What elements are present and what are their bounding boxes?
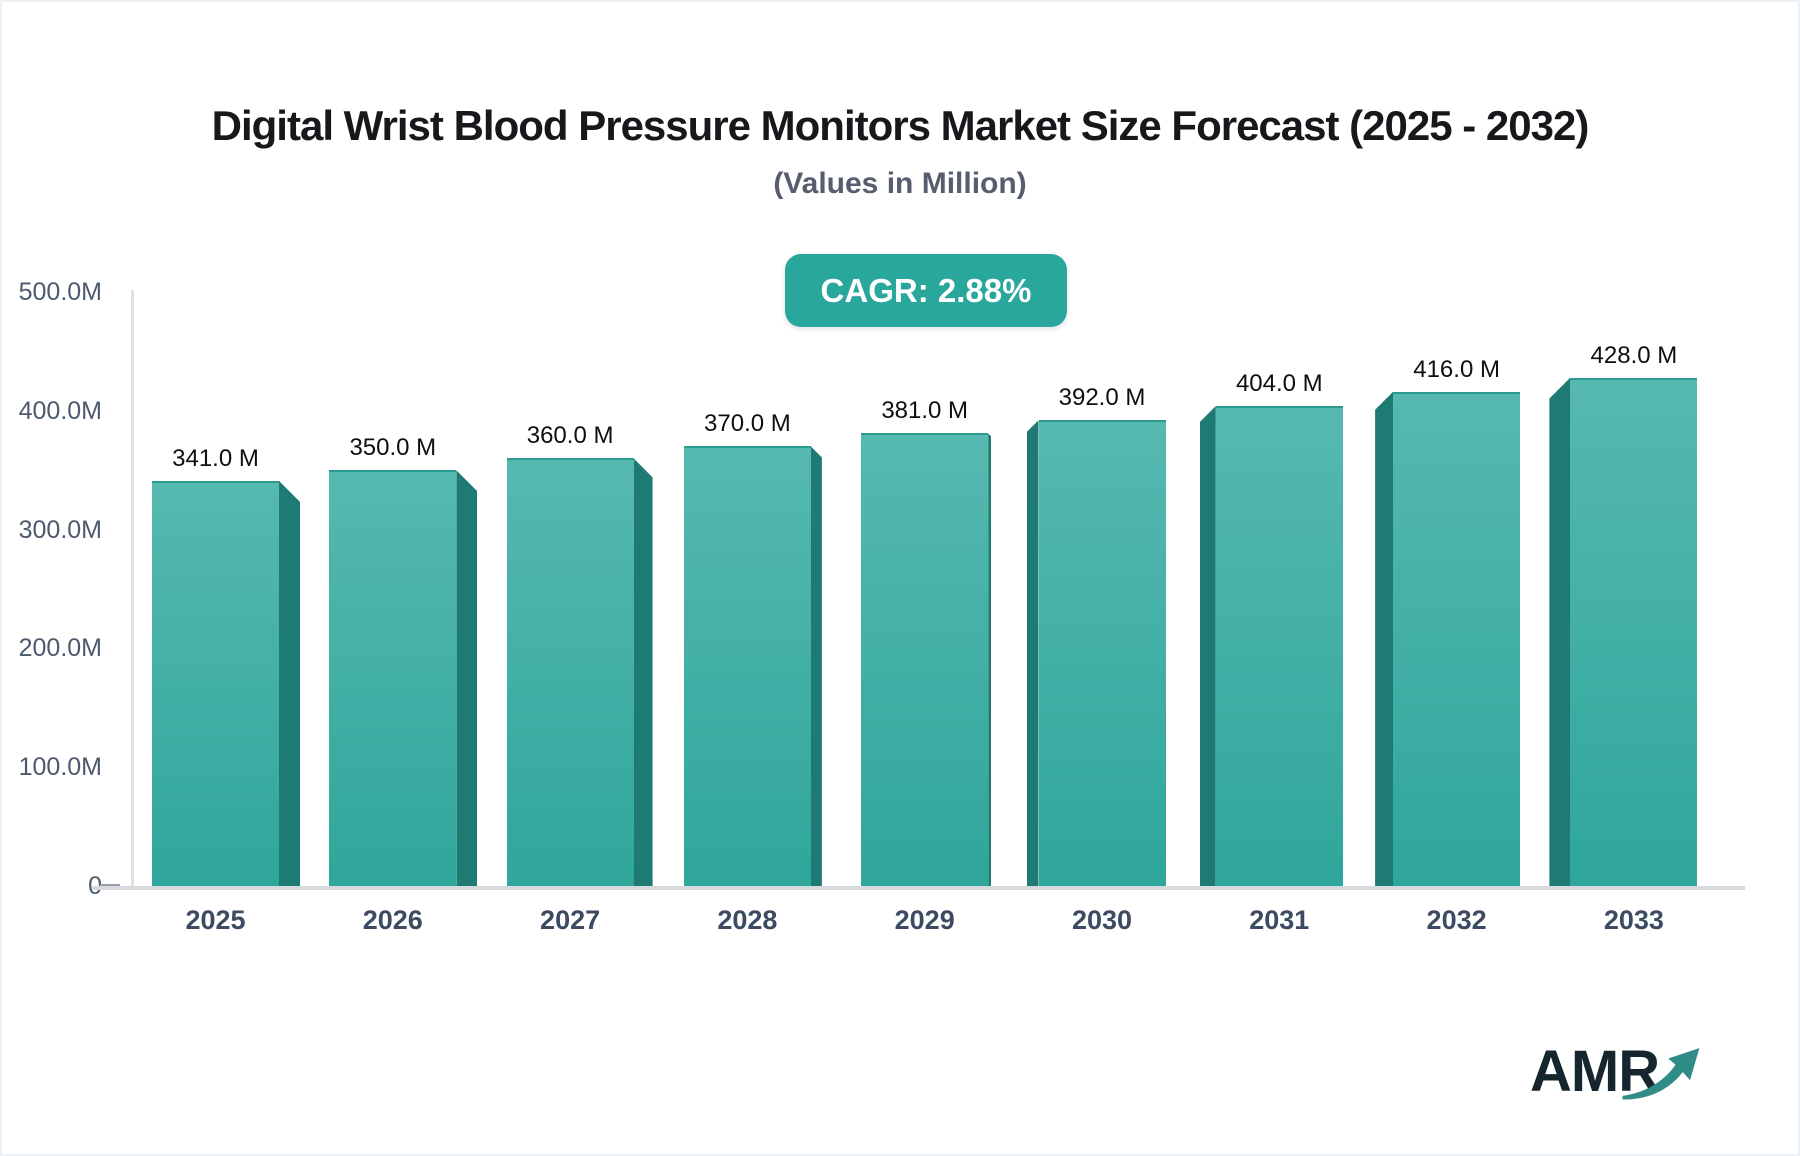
bar-value-label: 428.0 M [1590,341,1678,369]
x-axis-line [92,886,1745,890]
bar-2031 [1215,406,1343,886]
y-axis-tick-label: 100.0M [18,753,102,782]
bar-3d-side [1026,420,1039,886]
x-axis-tick-label: 2028 [717,905,778,935]
zero-tick-mark [100,884,120,887]
cagr-badge: CAGR: 2.88% [785,254,1067,327]
bar-value-label: 404.0 M [1235,370,1323,398]
bar-value-label: 370.0 M [704,410,791,438]
x-axis-tick-label: 2032 [1426,905,1487,935]
x-axis-tick-label: 2033 [1603,905,1664,935]
x-axis-tick-label: 2030 [1071,905,1133,935]
x-axis-tick-label: 2025 [185,905,246,935]
bar-2028 [683,446,811,886]
bar-2032 [1393,391,1521,886]
x-axis-tick-label: 2029 [894,905,955,935]
y-axis-tick-label: 400.0M [18,396,102,425]
amr-logo: AMR [1530,1032,1720,1112]
bar-3d-side [1199,406,1216,886]
bar-3d-side [1375,391,1394,886]
x-axis-tick-label: 2031 [1249,905,1310,935]
y-axis-line [131,290,134,886]
bar-value-label: 341.0 M [172,444,259,472]
bar-3d-side [810,446,822,886]
bar-value-label: 416.0 M [1413,355,1500,383]
chart-title: Digital Wrist Blood Pressure Monitors Ma… [211,102,1590,149]
y-axis-tick-label: 300.0M [18,515,102,544]
chart-subtitle: (Values in Million) [773,167,1027,200]
bar-3d-side [988,433,992,886]
bar-3d-side [1549,377,1571,886]
bar-value-label: 360.0 M [526,422,614,450]
bar-3d-side [633,458,653,886]
y-axis-tick-label: 500.0M [18,278,102,306]
y-axis-tick-label: 0 [2,871,102,901]
x-axis-tick-label: 2027 [540,905,601,935]
bar-value-label: 381.0 M [881,397,969,425]
bar-2033 [1570,377,1698,886]
bar-3d-side [456,470,478,886]
bar-2029 [861,433,989,886]
bar-3d-side [279,480,300,886]
bar-value-label: 350.0 M [349,434,437,462]
cagr-badge-label: CAGR: 2.88% [820,271,1032,309]
bar-2026 [329,470,457,886]
growth-arrow-icon [1622,1048,1700,1100]
x-axis-tick-label: 2026 [362,905,423,935]
bar-value-label: 392.0 M [1058,384,1146,412]
bar-2025 [152,480,279,886]
bar-2027 [506,458,634,886]
bar-2030 [1038,420,1166,886]
y-axis-tick-label: 200.0M [18,634,102,663]
